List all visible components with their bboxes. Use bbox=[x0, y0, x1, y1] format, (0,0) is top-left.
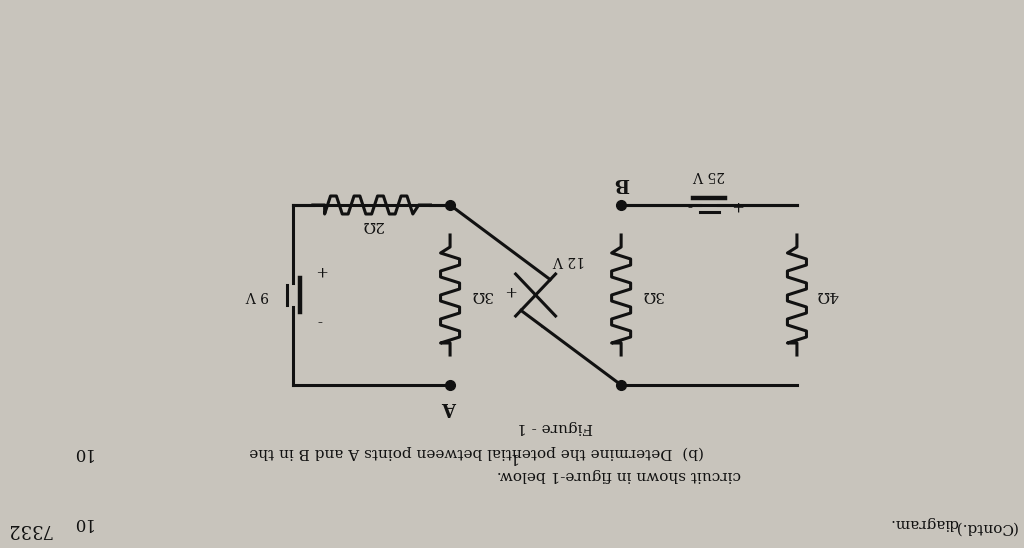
Text: -: - bbox=[541, 318, 546, 332]
Text: -: - bbox=[317, 313, 323, 327]
Text: 4Ω: 4Ω bbox=[816, 288, 839, 302]
Text: 25 V: 25 V bbox=[693, 168, 725, 182]
Text: +: + bbox=[313, 263, 327, 277]
Text: 7332: 7332 bbox=[6, 520, 52, 538]
Text: +: + bbox=[503, 283, 515, 297]
Text: 10: 10 bbox=[71, 443, 92, 460]
Text: 2Ω: 2Ω bbox=[360, 218, 383, 232]
Text: 3Ω: 3Ω bbox=[640, 288, 663, 302]
Text: 3Ω: 3Ω bbox=[469, 288, 492, 302]
Text: 9 V: 9 V bbox=[246, 288, 268, 302]
Text: (Contd.): (Contd.) bbox=[953, 520, 1017, 534]
Text: A: A bbox=[443, 398, 457, 416]
Text: (b)  Determine the potential between points A and B in the: (b) Determine the potential between poin… bbox=[249, 445, 705, 459]
Text: 10: 10 bbox=[71, 515, 92, 532]
Text: 12 V: 12 V bbox=[553, 253, 585, 267]
Text: diagram.: diagram. bbox=[890, 516, 958, 530]
Text: Figure - 1: Figure - 1 bbox=[516, 420, 593, 434]
Text: circuit shown in figure-1 below.: circuit shown in figure-1 below. bbox=[498, 468, 741, 482]
Text: 1: 1 bbox=[507, 450, 517, 464]
Text: +: + bbox=[729, 198, 742, 212]
Text: B: B bbox=[613, 174, 629, 192]
Text: -: - bbox=[687, 198, 692, 212]
